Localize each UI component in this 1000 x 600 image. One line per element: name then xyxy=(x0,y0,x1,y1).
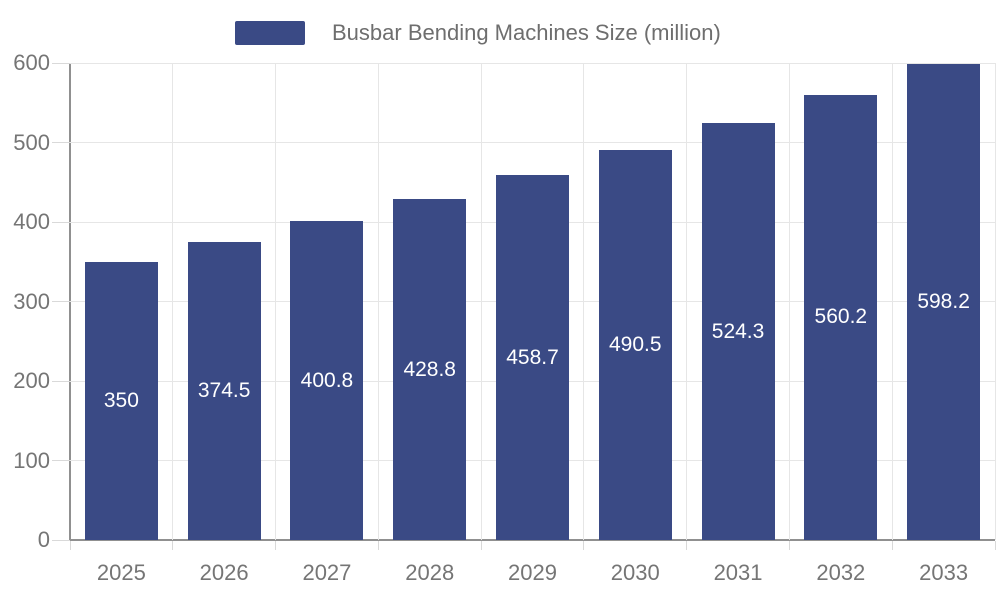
bar[interactable]: 400.8 xyxy=(290,221,364,540)
legend[interactable]: Busbar Bending Machines Size (million) xyxy=(235,20,721,46)
x-gridline xyxy=(480,63,482,540)
x-axis-tick xyxy=(377,541,379,550)
y-axis-tick xyxy=(52,62,70,64)
y-axis-tick xyxy=(52,221,70,223)
x-axis-tick xyxy=(69,541,71,550)
y-axis-label: 0 xyxy=(37,527,50,552)
bar[interactable]: 350 xyxy=(84,261,158,540)
legend-swatch-icon xyxy=(235,21,305,45)
x-axis-label: 2025 xyxy=(96,560,146,585)
y-axis-tick xyxy=(52,539,70,541)
y-axis-label: 200 xyxy=(13,368,50,393)
bar[interactable]: 490.5 xyxy=(598,150,672,540)
bar-value-label: 560.2 xyxy=(814,305,868,329)
x-gridline xyxy=(275,63,277,540)
bar-value-label: 400.8 xyxy=(300,368,354,392)
x-axis-tick xyxy=(891,541,893,550)
x-axis-tick xyxy=(583,541,585,550)
y-axis-tick xyxy=(52,142,70,143)
x-axis-tick xyxy=(788,541,790,550)
bar[interactable]: 374.5 xyxy=(187,242,261,540)
bar[interactable]: 598.2 xyxy=(907,64,981,540)
y-axis-tick xyxy=(52,460,70,461)
x-axis-tick xyxy=(172,541,174,550)
x-axis-label: 2031 xyxy=(713,560,763,585)
bar-value-label: 374.5 xyxy=(197,379,251,403)
x-axis-label: 2028 xyxy=(405,560,455,585)
y-gridline xyxy=(70,62,995,64)
bar[interactable]: 560.2 xyxy=(804,94,878,540)
bar-value-label: 598.2 xyxy=(917,290,970,314)
legend-label: Busbar Bending Machines Size (million) xyxy=(332,20,721,45)
x-axis-label: 2033 xyxy=(919,560,969,585)
bar-value-label: 428.8 xyxy=(403,357,456,381)
x-axis-label: 2029 xyxy=(508,560,557,585)
x-axis-tick xyxy=(686,541,688,550)
x-gridline xyxy=(788,63,790,540)
x-axis-label: 2032 xyxy=(816,560,866,585)
y-axis-label: 100 xyxy=(13,447,50,473)
y-axis-label: 600 xyxy=(13,50,50,75)
bar[interactable]: 428.8 xyxy=(393,199,467,540)
y-axis-tick xyxy=(52,301,70,302)
bar[interactable]: 458.7 xyxy=(496,175,569,540)
y-axis-label: 300 xyxy=(13,288,50,314)
bar-value-label: 490.5 xyxy=(608,333,662,357)
bar-value-label: 524.3 xyxy=(711,319,765,343)
bar[interactable]: 524.3 xyxy=(701,123,775,540)
x-axis-label: 2026 xyxy=(199,560,249,585)
x-axis-label: 2027 xyxy=(302,560,352,585)
bar-value-label: 350 xyxy=(103,388,139,412)
y-axis-line xyxy=(69,63,71,541)
x-gridline xyxy=(686,63,688,540)
x-axis-tick xyxy=(480,541,482,550)
plot-area: 350 374.5 400.8 428.8 458.7 490.5 524.3 560.2 59… xyxy=(70,62,996,540)
x-axis-label: 2030 xyxy=(610,560,660,585)
x-gridline xyxy=(377,63,379,540)
x-gridline xyxy=(994,63,996,540)
y-axis-label: 400 xyxy=(13,209,50,234)
x-gridline xyxy=(891,63,893,540)
x-gridline xyxy=(172,63,174,540)
x-axis-tick xyxy=(275,541,277,550)
x-gridline xyxy=(583,63,585,540)
y-axis-label: 500 xyxy=(13,129,50,155)
x-axis-tick xyxy=(994,541,996,550)
y-axis-tick xyxy=(52,380,70,382)
y-gridline xyxy=(70,142,995,143)
x-axis-line xyxy=(70,539,995,541)
bar-value-label: 458.7 xyxy=(506,345,559,369)
